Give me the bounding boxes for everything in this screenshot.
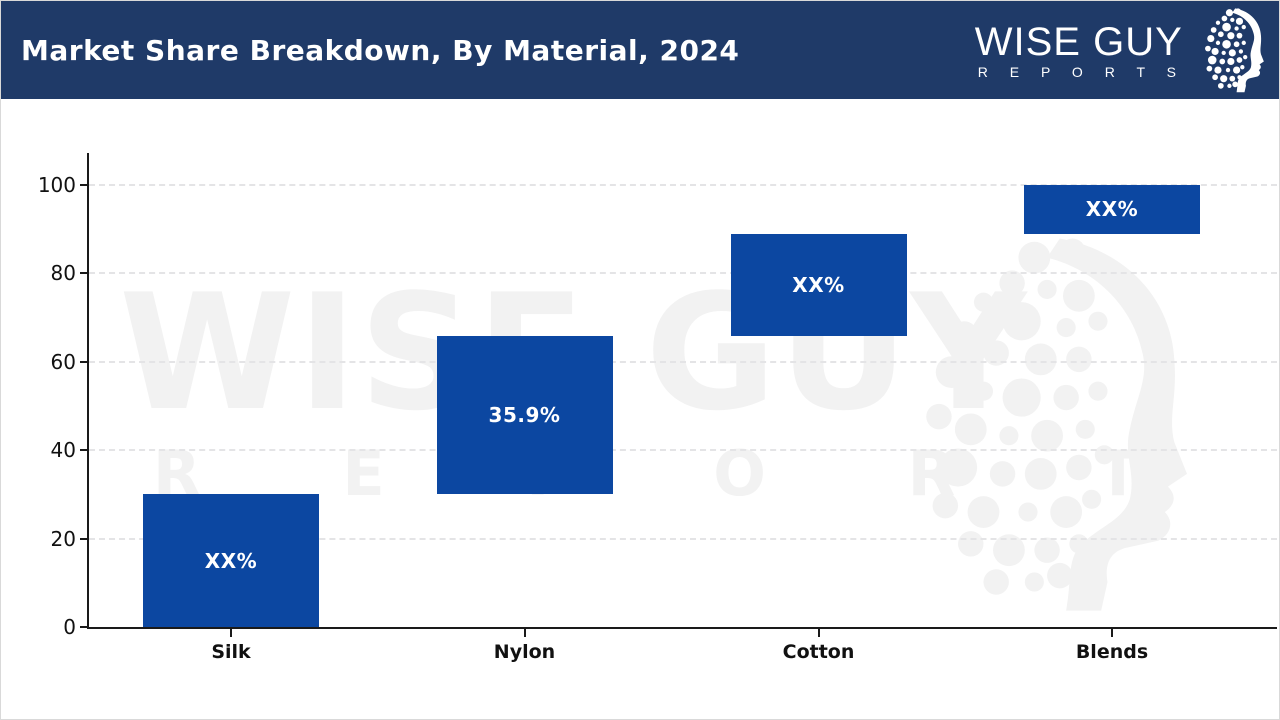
gridline-y40	[89, 449, 1277, 452]
bar-value-label: 35.9%	[488, 403, 561, 428]
y-tick-mark	[80, 537, 87, 540]
bar-silk: XX%	[143, 494, 319, 627]
header-bar: Market Share Breakdown, By Material, 202…	[1, 1, 1279, 99]
x-category-label-blends: Blends	[1075, 641, 1149, 663]
y-tick-mark	[80, 449, 87, 452]
brand-logo-text: WISE GUY R E P O R T S	[975, 22, 1185, 79]
y-tick-mark	[80, 626, 87, 628]
bar-value-label: XX%	[204, 548, 258, 573]
watermark-head-icon	[869, 227, 1187, 619]
x-tick-mark	[817, 629, 820, 637]
x-tick-mark	[230, 629, 232, 637]
gridline-y60	[89, 360, 1277, 363]
bar-value-label: XX%	[792, 272, 845, 297]
y-tick-label: 100	[37, 173, 76, 197]
x-category-label-nylon: Nylon	[493, 641, 556, 663]
x-axis-line	[87, 627, 1277, 629]
x-tick-mark	[523, 629, 526, 637]
brand-subtitle: R E P O R T S	[977, 63, 1185, 80]
x-category-label-silk: Silk	[211, 641, 251, 663]
y-tick-label: 0	[63, 615, 76, 639]
gridline-y80	[89, 272, 1277, 275]
bar-value-label: XX%	[1085, 197, 1139, 222]
y-tick-label: 80	[50, 261, 76, 286]
y-tick-label: 40	[50, 438, 76, 463]
y-tick-mark	[80, 360, 87, 363]
y-tick-label: 20	[50, 526, 76, 551]
y-tick-mark	[80, 184, 87, 186]
brand-logo: WISE GUY R E P O R T S	[975, 7, 1267, 93]
gridline-y100	[89, 184, 1277, 186]
bar-cotton: XX%	[730, 233, 907, 336]
x-tick-mark	[1111, 629, 1113, 637]
bar-nylon: 35.9%	[436, 335, 613, 495]
y-tick-mark	[80, 272, 87, 275]
page-title: Market Share Breakdown, By Material, 202…	[21, 33, 740, 67]
gridline-y20	[89, 537, 1277, 540]
y-axis-line	[87, 153, 89, 629]
y-tick-label: 60	[50, 349, 76, 374]
wiseguy-head-icon	[1189, 7, 1267, 93]
x-category-label-cotton: Cotton	[782, 641, 855, 663]
bar-blends: XX%	[1024, 185, 1200, 234]
brand-name: WISE GUY	[974, 19, 1183, 64]
